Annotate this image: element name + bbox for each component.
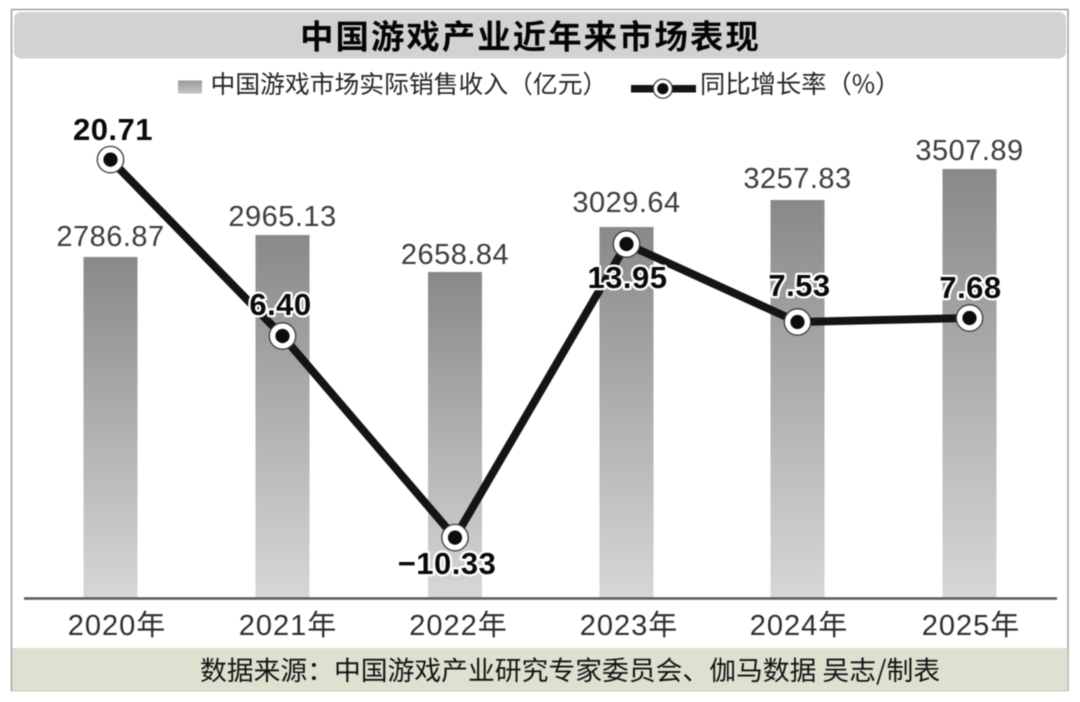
svg-text:3029.64: 3029.64 (572, 187, 680, 219)
svg-text:13.95: 13.95 (587, 260, 667, 295)
svg-text:3257.83: 3257.83 (743, 163, 851, 195)
svg-text:2021: 2021 (239, 610, 308, 642)
svg-text:−10.33: −10.33 (398, 546, 497, 581)
svg-text:2020: 2020 (68, 610, 137, 642)
svg-text:7.53: 7.53 (768, 268, 830, 303)
svg-text:20.71: 20.71 (73, 112, 153, 147)
svg-text:2786.87: 2786.87 (56, 221, 164, 253)
svg-text:6.40: 6.40 (249, 287, 311, 322)
svg-text:3507.89: 3507.89 (915, 135, 1023, 167)
svg-text:2024: 2024 (750, 610, 819, 642)
svg-text:2965.13: 2965.13 (228, 201, 336, 233)
svg-text:2658.84: 2658.84 (401, 239, 509, 271)
svg-text:7.68: 7.68 (939, 270, 1001, 305)
svg-text:2025: 2025 (922, 610, 991, 642)
svg-text:2023: 2023 (580, 610, 649, 642)
svg-text:2022: 2022 (409, 610, 478, 642)
